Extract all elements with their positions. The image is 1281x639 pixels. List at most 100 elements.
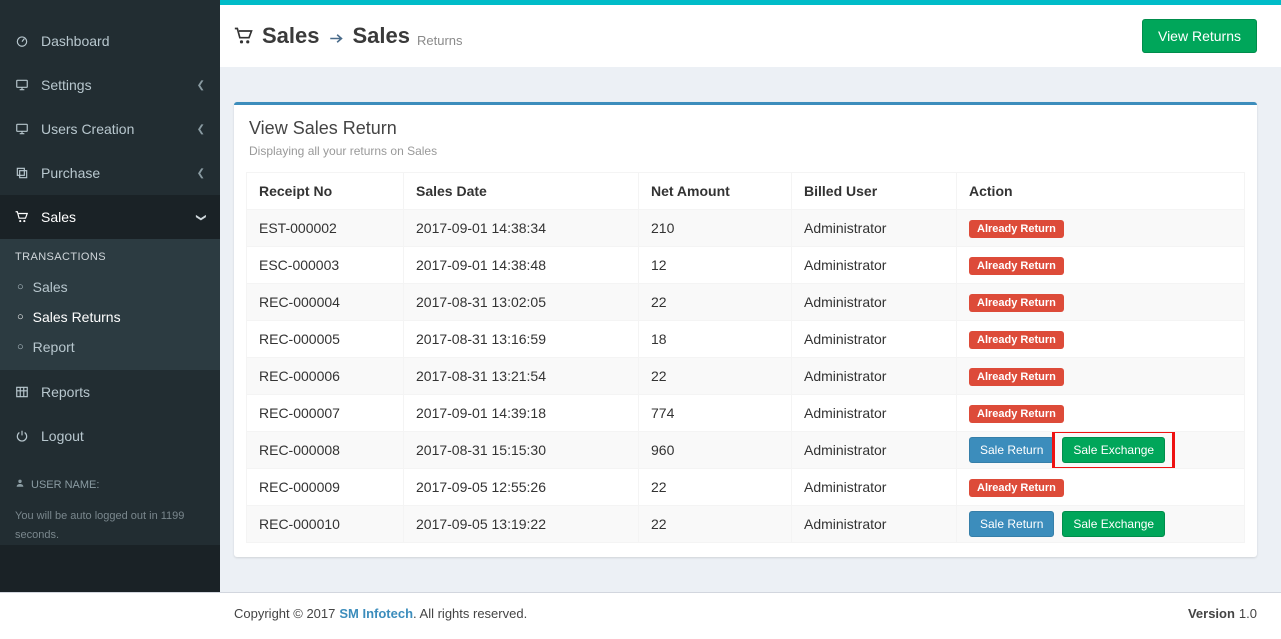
table-row: REC-000006 2017-08-31 13:21:54 22 Admini… xyxy=(246,357,1245,395)
sales-date-cell: 2017-09-01 14:39:18 xyxy=(403,394,639,432)
sale-exchange-button[interactable]: Sale Exchange xyxy=(1062,511,1166,537)
sale-exchange-button[interactable]: Sale Exchange xyxy=(1062,437,1166,463)
billed-user-cell: Administrator xyxy=(791,468,957,506)
sidebar-item-label: Sales xyxy=(41,209,77,225)
action-cell: Already Return xyxy=(956,209,1245,247)
sales-date-cell: 2017-08-31 15:15:30 xyxy=(403,431,639,469)
copyright-text: Copyright © 2017 xyxy=(234,606,336,621)
column-header-net-amount: Net Amount xyxy=(638,172,792,210)
already-return-badge[interactable]: Already Return xyxy=(969,219,1064,238)
sidebar-item-label: Users Creation xyxy=(41,121,135,137)
action-cell: Already Return xyxy=(956,357,1245,395)
sidebar-item-users-creation[interactable]: Users Creation ❮ xyxy=(0,107,220,151)
chevron-down-icon: ❮ xyxy=(195,212,207,222)
net-amount-cell: 22 xyxy=(638,505,792,543)
action-cell: Sale Return Sale Exchange xyxy=(956,431,1245,469)
net-amount-cell: 210 xyxy=(638,209,792,247)
receipt-no-cell: REC-000007 xyxy=(246,394,404,432)
user-icon xyxy=(15,478,25,491)
auto-logout-text: You will be auto logged out in 1199 seco… xyxy=(15,510,185,542)
version-value: 1.0 xyxy=(1238,606,1257,621)
already-return-badge[interactable]: Already Return xyxy=(969,367,1064,386)
chevron-left-icon: ❮ xyxy=(196,79,205,91)
sidebar-subitem-sales-returns[interactable]: ○ Sales Returns xyxy=(0,302,220,332)
sidebar-item-label: Reports xyxy=(41,384,91,400)
net-amount-cell: 960 xyxy=(638,431,792,469)
table-row: ESC-000003 2017-09-01 14:38:48 12 Admini… xyxy=(246,246,1245,284)
already-return-badge[interactable]: Already Return xyxy=(969,293,1064,312)
already-return-badge[interactable]: Already Return xyxy=(969,330,1064,349)
receipt-no-cell: EST-000002 xyxy=(246,209,404,247)
chevron-left-icon: ❮ xyxy=(196,123,205,135)
receipt-no-cell: ESC-000003 xyxy=(246,246,404,284)
version-label: Version xyxy=(1187,606,1235,621)
chevron-left-icon: ❮ xyxy=(196,167,205,179)
sidebar-item-label: Dashboard xyxy=(41,33,110,49)
sale-return-button[interactable]: Sale Return xyxy=(969,511,1055,537)
receipt-no-cell: REC-000008 xyxy=(246,431,404,469)
table-row: REC-000010 2017-09-05 13:19:22 22 Admini… xyxy=(246,505,1245,543)
sidebar-item-purchase[interactable]: Purchase ❮ xyxy=(0,151,220,195)
net-amount-cell: 22 xyxy=(638,468,792,506)
sales-submenu: TRANSACTIONS ○ Sales ○ Sales Returns ○ R… xyxy=(0,239,220,370)
action-cell: Sale Return Sale Exchange xyxy=(956,505,1245,543)
view-returns-button[interactable]: View Returns xyxy=(1141,19,1257,53)
net-amount-cell: 774 xyxy=(638,394,792,432)
sidebar-subitem-sales[interactable]: ○ Sales xyxy=(0,272,220,302)
table-row: REC-000004 2017-08-31 13:02:05 22 Admini… xyxy=(246,283,1245,321)
power-icon xyxy=(15,429,41,443)
user-name-label: USER NAME: xyxy=(31,478,100,491)
sales-date-cell: 2017-09-05 12:55:26 xyxy=(403,468,639,506)
sidebar-item-dashboard[interactable]: Dashboard xyxy=(0,19,220,63)
table-header-row: Receipt No Sales Date Net Amount Billed … xyxy=(246,172,1245,210)
sidebar-item-reports[interactable]: Reports xyxy=(0,370,220,414)
annotation-highlight-box: Sale Exchange xyxy=(1052,432,1176,468)
sales-date-cell: 2017-09-05 13:19:22 xyxy=(403,505,639,543)
billed-user-cell: Administrator xyxy=(791,394,957,432)
circle-icon: ○ xyxy=(17,341,24,353)
sidebar-bottom-strip xyxy=(0,545,220,592)
top-accent-bar xyxy=(220,0,1281,5)
sidebar-item-logout[interactable]: Logout xyxy=(0,414,220,458)
net-amount-cell: 22 xyxy=(638,283,792,321)
receipt-no-cell: REC-000009 xyxy=(246,468,404,506)
action-cell: Already Return xyxy=(956,468,1245,506)
sidebar-nav: Dashboard Settings ❮ Users Creation ❮ xyxy=(0,0,220,546)
table-body: EST-000002 2017-09-01 14:38:34 210 Admin… xyxy=(246,209,1245,543)
action-cell: Already Return xyxy=(956,283,1245,321)
sidebar-item-sales[interactable]: Sales ❮ xyxy=(0,195,220,239)
content-header: Sales Sales Returns View Returns xyxy=(220,5,1281,67)
receipt-no-cell: REC-000010 xyxy=(246,505,404,543)
breadcrumb-section[interactable]: Sales xyxy=(262,23,320,48)
billed-user-cell: Administrator xyxy=(791,505,957,543)
sales-date-cell: 2017-08-31 13:16:59 xyxy=(403,320,639,358)
main-content: Sales Sales Returns View Returns View Sa… xyxy=(220,0,1281,592)
circle-icon: ○ xyxy=(17,281,24,293)
net-amount-cell: 22 xyxy=(638,357,792,395)
billed-user-cell: Administrator xyxy=(791,431,957,469)
table-row: REC-000008 2017-08-31 15:15:30 960 Admin… xyxy=(246,431,1245,469)
sidebar-subitem-report[interactable]: ○ Report xyxy=(0,332,220,362)
sales-date-cell: 2017-09-01 14:38:48 xyxy=(403,246,639,284)
receipt-no-cell: REC-000005 xyxy=(246,320,404,358)
breadcrumb-sub: Returns xyxy=(417,32,463,48)
already-return-badge[interactable]: Already Return xyxy=(969,404,1064,423)
action-cell: Already Return xyxy=(956,320,1245,358)
net-amount-cell: 18 xyxy=(638,320,792,358)
sidebar-item-settings[interactable]: Settings ❮ xyxy=(0,63,220,107)
circle-icon: ○ xyxy=(17,311,24,323)
already-return-badge[interactable]: Already Return xyxy=(969,478,1064,497)
brand-link[interactable]: SM Infotech xyxy=(339,606,414,621)
sidebar-subitem-label: Report xyxy=(32,339,75,355)
receipt-no-cell: REC-000006 xyxy=(246,357,404,395)
column-header-receipt-no: Receipt No xyxy=(246,172,404,210)
sidebar-subitem-label: Sales Returns xyxy=(32,309,121,325)
already-return-badge[interactable]: Already Return xyxy=(969,256,1064,275)
column-header-action: Action xyxy=(956,172,1245,210)
sale-return-button[interactable]: Sale Return xyxy=(969,437,1055,463)
table-row: REC-000007 2017-09-01 14:39:18 774 Admin… xyxy=(246,394,1245,432)
sidebar-item-label: Purchase xyxy=(41,165,101,181)
transactions-section-label: TRANSACTIONS xyxy=(15,251,106,263)
action-cell: Already Return xyxy=(956,394,1245,432)
